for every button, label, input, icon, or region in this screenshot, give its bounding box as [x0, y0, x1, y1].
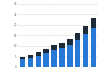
- Bar: [28, 58, 33, 67]
- Bar: [75, 40, 80, 67]
- Bar: [83, 26, 88, 34]
- Bar: [59, 48, 65, 67]
- Bar: [51, 45, 57, 50]
- Bar: [20, 59, 26, 67]
- Bar: [36, 52, 41, 56]
- Bar: [28, 55, 33, 58]
- Bar: [59, 43, 65, 48]
- Bar: [90, 28, 96, 67]
- Bar: [44, 49, 49, 53]
- Bar: [44, 53, 49, 67]
- Bar: [67, 38, 72, 45]
- Bar: [67, 45, 72, 67]
- Bar: [51, 50, 57, 67]
- Bar: [20, 57, 26, 59]
- Bar: [90, 18, 96, 28]
- Bar: [83, 34, 88, 67]
- Bar: [75, 33, 80, 40]
- Bar: [36, 56, 41, 67]
